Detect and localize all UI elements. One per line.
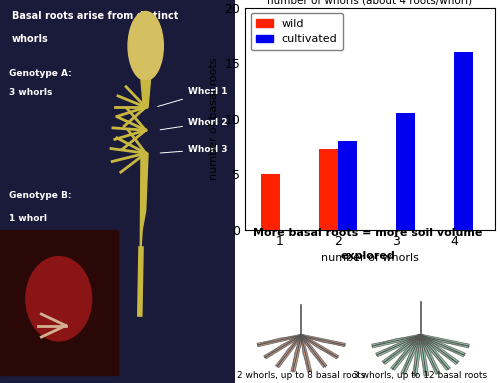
Text: Genotype B:: Genotype B: (10, 192, 72, 200)
Text: Whorl 2: Whorl 2 (160, 118, 228, 130)
Polygon shape (276, 335, 302, 368)
Text: Whorl 3: Whorl 3 (160, 145, 228, 154)
Polygon shape (390, 335, 422, 370)
Polygon shape (376, 334, 422, 357)
Text: 3 whorls, up to 12 basal roots: 3 whorls, up to 12 basal roots (354, 371, 488, 380)
Bar (454, 52, 473, 230)
Title: Number of basal roots determined by
number of whorls (about 4 roots/whorl): Number of basal roots determined by numb… (268, 0, 472, 5)
Text: Genotype A:: Genotype A: (10, 69, 72, 78)
Polygon shape (419, 336, 429, 376)
Bar (338, 141, 356, 230)
Text: Whorl 1: Whorl 1 (158, 87, 228, 106)
Bar (0, 230, 118, 375)
Text: Basal roots arise from distinct: Basal roots arise from distinct (12, 11, 178, 21)
Bar (262, 174, 280, 230)
X-axis label: number of whorls: number of whorls (321, 253, 419, 263)
Polygon shape (300, 335, 312, 372)
Ellipse shape (26, 257, 92, 341)
Polygon shape (141, 80, 150, 107)
Polygon shape (419, 335, 440, 375)
Polygon shape (140, 153, 148, 306)
Text: whorls: whorls (12, 34, 49, 44)
Polygon shape (420, 334, 459, 364)
Polygon shape (300, 335, 327, 368)
Polygon shape (412, 336, 422, 376)
Text: explored: explored (340, 251, 395, 261)
Polygon shape (300, 334, 339, 359)
Legend: wild, cultivated: wild, cultivated (250, 13, 343, 50)
Polygon shape (301, 334, 346, 347)
Text: 3 whorls: 3 whorls (10, 88, 53, 97)
Polygon shape (419, 335, 450, 370)
Polygon shape (419, 334, 422, 337)
Bar (396, 113, 415, 230)
Ellipse shape (128, 11, 164, 80)
Polygon shape (420, 334, 470, 348)
Polygon shape (401, 335, 422, 375)
Polygon shape (290, 335, 302, 372)
Text: More basal roots = more soil volume: More basal roots = more soil volume (253, 228, 482, 238)
Polygon shape (420, 334, 466, 357)
Text: 1 whorl: 1 whorl (10, 214, 48, 223)
Polygon shape (257, 334, 302, 347)
Polygon shape (372, 334, 421, 348)
Polygon shape (264, 334, 302, 359)
Text: 2 whorls, up to 8 basal roots: 2 whorls, up to 8 basal roots (237, 371, 366, 380)
Y-axis label: number of basal roots: number of basal roots (208, 57, 218, 180)
Bar (320, 149, 338, 230)
Polygon shape (382, 334, 422, 364)
Polygon shape (300, 334, 302, 337)
